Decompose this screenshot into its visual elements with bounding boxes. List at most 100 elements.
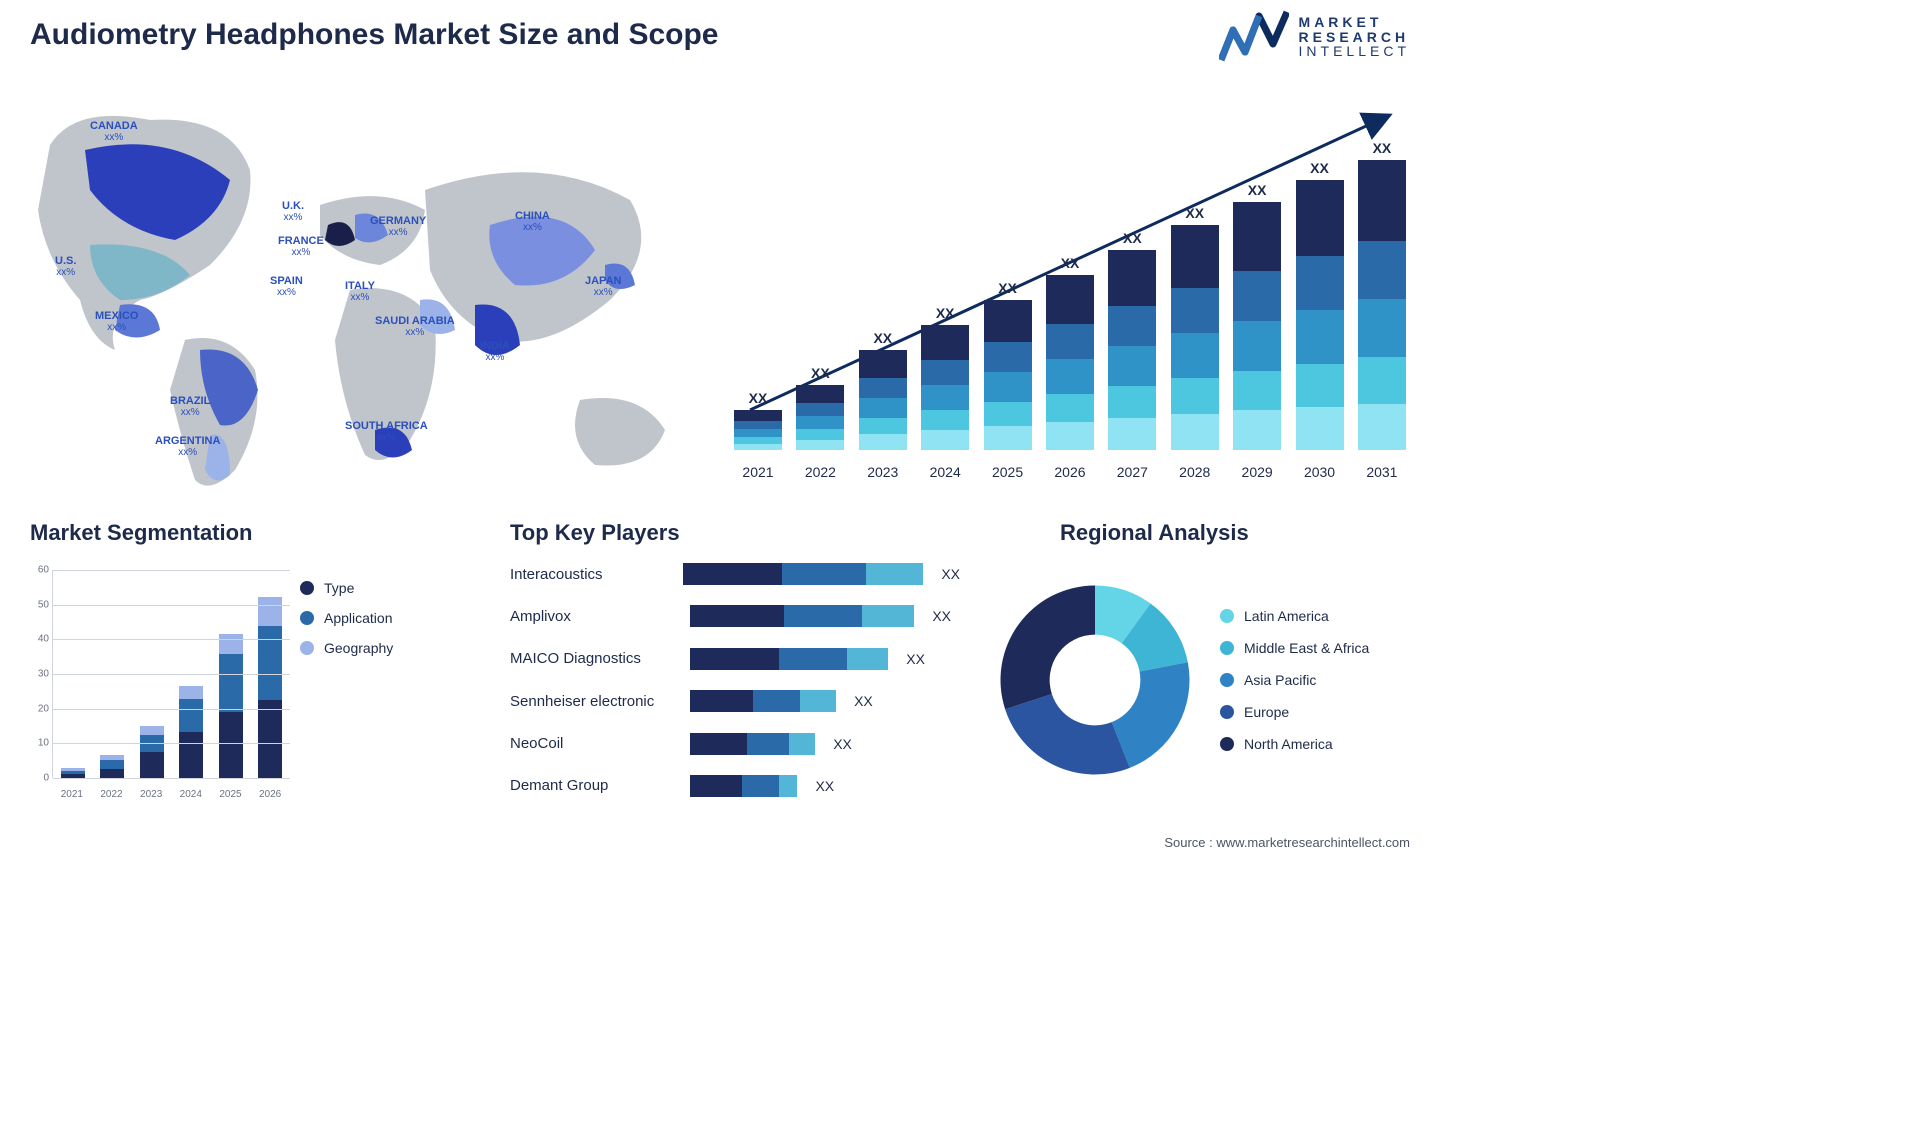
legend-swatch-icon — [300, 641, 314, 655]
map-label: MEXICOxx% — [95, 310, 138, 333]
legend-label: Middle East & Africa — [1244, 640, 1369, 656]
top-key-players-heading: Top Key Players — [510, 520, 680, 546]
seg-year-label: 2022 — [100, 789, 122, 800]
seg-year-label: 2025 — [219, 789, 241, 800]
growth-bar: XX — [1104, 230, 1160, 450]
seg-year-label: 2021 — [61, 789, 83, 800]
growth-bar-value: XX — [749, 390, 768, 406]
brand-logo: MARKET RESEARCH INTELLECT — [1219, 10, 1410, 64]
donut-slice — [1001, 586, 1096, 710]
key-player-value: XX — [932, 608, 951, 624]
growth-bar: XX — [1354, 140, 1410, 450]
key-player-bar — [690, 690, 836, 712]
seg-ytick: 60 — [31, 565, 49, 576]
legend-label: North America — [1244, 736, 1333, 752]
legend-item: Geography — [300, 640, 393, 656]
page-title: Audiometry Headphones Market Size and Sc… — [30, 18, 719, 52]
key-player-bar — [690, 733, 815, 755]
logo-line3: INTELLECT — [1299, 44, 1410, 59]
legend-label: Application — [324, 610, 393, 626]
regional-legend: Latin America Middle East & Africa Asia Pa… — [1220, 608, 1369, 752]
growth-year-label: 2028 — [1167, 464, 1223, 480]
growth-bar: XX — [1229, 182, 1285, 450]
growth-year-label: 2030 — [1292, 464, 1348, 480]
key-player-bar — [690, 775, 797, 797]
logo-text: MARKET RESEARCH INTELLECT — [1299, 15, 1410, 59]
key-player-value: XX — [833, 736, 852, 752]
growth-year-label: 2023 — [855, 464, 911, 480]
map-label: SPAINxx% — [270, 275, 303, 298]
segmentation-legend: Type Application Geography — [300, 580, 393, 656]
growth-bar: XX — [1292, 160, 1348, 450]
legend-swatch-icon — [1220, 737, 1234, 751]
legend-label: Asia Pacific — [1244, 672, 1316, 688]
growth-year-label: 2031 — [1354, 464, 1410, 480]
growth-bar-value: XX — [1185, 205, 1204, 221]
map-label: INDIAxx% — [480, 340, 510, 363]
seg-year-label: 2026 — [259, 789, 281, 800]
key-player-name: Demant Group — [510, 777, 680, 794]
legend-swatch-icon — [300, 611, 314, 625]
key-player-bar — [683, 563, 923, 585]
legend-swatch-icon — [1220, 641, 1234, 655]
legend-item: Middle East & Africa — [1220, 640, 1369, 656]
key-player-name: NeoCoil — [510, 735, 680, 752]
growth-year-label: 2027 — [1104, 464, 1160, 480]
key-player-bar — [690, 648, 888, 670]
segmentation-bar — [219, 605, 243, 778]
map-label: JAPANxx% — [585, 275, 621, 298]
key-player-row: Sennheiser electronicXX — [510, 687, 960, 715]
key-player-value: XX — [941, 566, 960, 582]
source-attribution: Source : www.marketresearchintellect.com — [1164, 835, 1410, 850]
map-label: FRANCExx% — [278, 235, 324, 258]
growth-bar: XX — [980, 280, 1036, 450]
key-player-row: MAICO Diagnostics XX — [510, 645, 960, 673]
map-label: CANADAxx% — [90, 120, 138, 143]
legend-item: Asia Pacific — [1220, 672, 1369, 688]
growth-year-label: 2021 — [730, 464, 786, 480]
growth-year-label: 2024 — [917, 464, 973, 480]
seg-ytick: 10 — [31, 738, 49, 749]
legend-swatch-icon — [1220, 673, 1234, 687]
segmentation-bar — [61, 733, 85, 778]
growth-bar: XX — [855, 330, 911, 450]
growth-bar-chart: XXXXXXXXXXXXXXXXXXXXXX 20212022202320242… — [730, 100, 1410, 480]
growth-bar: XX — [1167, 205, 1223, 450]
legend-swatch-icon — [1220, 705, 1234, 719]
logo-mark-icon — [1219, 10, 1289, 64]
segmentation-bar — [258, 584, 282, 778]
seg-year-label: 2024 — [180, 789, 202, 800]
growth-bar-value: XX — [1061, 255, 1080, 271]
growth-bar-value: XX — [873, 330, 892, 346]
legend-label: Europe — [1244, 704, 1289, 720]
map-label: U.K.xx% — [282, 200, 304, 223]
key-player-name: MAICO Diagnostics — [510, 650, 680, 667]
growth-bar: XX — [1042, 255, 1098, 450]
segmentation-bar — [140, 674, 164, 778]
seg-ytick: 20 — [31, 703, 49, 714]
legend-swatch-icon — [300, 581, 314, 595]
logo-line2: RESEARCH — [1299, 30, 1410, 45]
seg-ytick: 0 — [31, 773, 49, 784]
growth-bar: XX — [792, 365, 848, 450]
growth-bar: XX — [917, 305, 973, 450]
top-key-players-chart: InteracousticsXXAmplivoxXXMAICO Diagnost… — [510, 560, 960, 800]
key-player-value: XX — [906, 651, 925, 667]
map-label: SOUTH AFRICAxx% — [345, 420, 428, 443]
seg-ytick: 50 — [31, 599, 49, 610]
map-label: CHINAxx% — [515, 210, 550, 233]
regional-analysis-block: Latin America Middle East & Africa Asia Pa… — [990, 555, 1410, 805]
legend-item: Latin America — [1220, 608, 1369, 624]
growth-bar-value: XX — [811, 365, 830, 381]
legend-item: Type — [300, 580, 393, 596]
growth-year-label: 2022 — [792, 464, 848, 480]
logo-line1: MARKET — [1299, 15, 1410, 30]
map-label: GERMANYxx% — [370, 215, 426, 238]
legend-item: Application — [300, 610, 393, 626]
seg-ytick: 40 — [31, 634, 49, 645]
growth-year-label: 2029 — [1229, 464, 1285, 480]
regional-donut-chart — [990, 575, 1200, 785]
key-player-row: NeoCoil XX — [510, 730, 960, 758]
growth-bar-value: XX — [1310, 160, 1329, 176]
donut-slice — [1005, 694, 1130, 774]
